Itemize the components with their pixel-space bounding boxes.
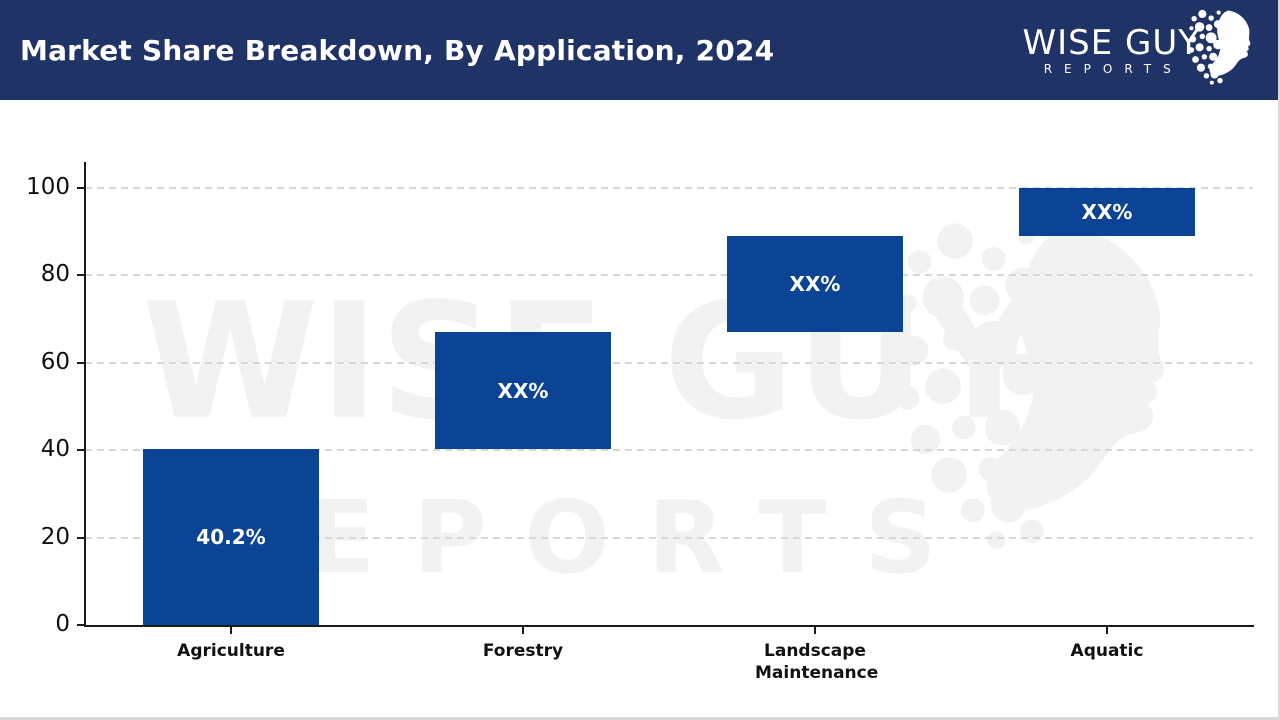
x-tick-mark [522,627,524,634]
y-tick-label: 80 [40,261,70,287]
gridline-60 [85,361,1253,364]
x-category-label: Agriculture [177,641,285,661]
waterfall-bar-forestry: XX% [435,331,611,450]
logo-line1: WISE GUY [1022,22,1200,63]
y-tick-mark [77,449,85,451]
y-tick-mark [77,536,85,539]
waterfall-chart: WISE GUY REPORTS 40.2% XX% XX% XX% 0 20 40 60 8… [0,100,1278,717]
chart-header: Market Share Breakdown, By Application, … [0,0,1278,100]
x-axis-line [84,625,1254,627]
bar-value-label: 40.2% [196,525,266,550]
gridline-40 [85,449,1253,451]
bar-value-label: XX% [497,378,549,403]
x-tick-mark [1106,627,1108,634]
gridline-80 [85,274,1253,276]
y-tick-label: 40 [40,436,70,462]
y-tick-label: 60 [40,348,70,375]
x-category-label: Aquatic [1070,641,1144,661]
y-tick-label: 20 [40,523,70,550]
y-tick-mark [77,624,85,626]
y-tick-mark [77,274,85,276]
gridline-100 [85,186,1253,189]
bar-value-label: XX% [789,271,841,296]
x-category-label: Forestry [482,641,564,661]
face-dots-icon [1188,9,1251,85]
gridline-20 [85,536,1253,539]
chart-title: Market Share Breakdown, By Application, … [20,33,775,67]
waterfall-bar-aquatic: XX% [1019,187,1195,236]
y-tick-label: 0 [55,611,70,637]
bar-value-label: XX% [1081,199,1133,224]
logo-line2: REPORTS [1043,61,1183,76]
y-tick-mark [77,186,85,189]
waterfall-bar-landscape-maintenance: XX% [727,235,903,332]
y-axis-line [84,162,86,627]
logo-text: WISE GUY REPORTS [1022,26,1200,75]
x-tick-mark [814,627,816,634]
y-tick-mark [77,361,85,364]
plot-area: 40.2% XX% XX% XX% [85,162,1253,625]
x-category-label: Landscape Maintenance [755,641,879,684]
waterfall-bar-agriculture: 40.2% [143,449,319,625]
wise-guy-reports-logo: WISE GUY REPORTS [1022,9,1254,91]
y-tick-label: 100 [26,173,70,200]
x-tick-mark [230,627,232,634]
